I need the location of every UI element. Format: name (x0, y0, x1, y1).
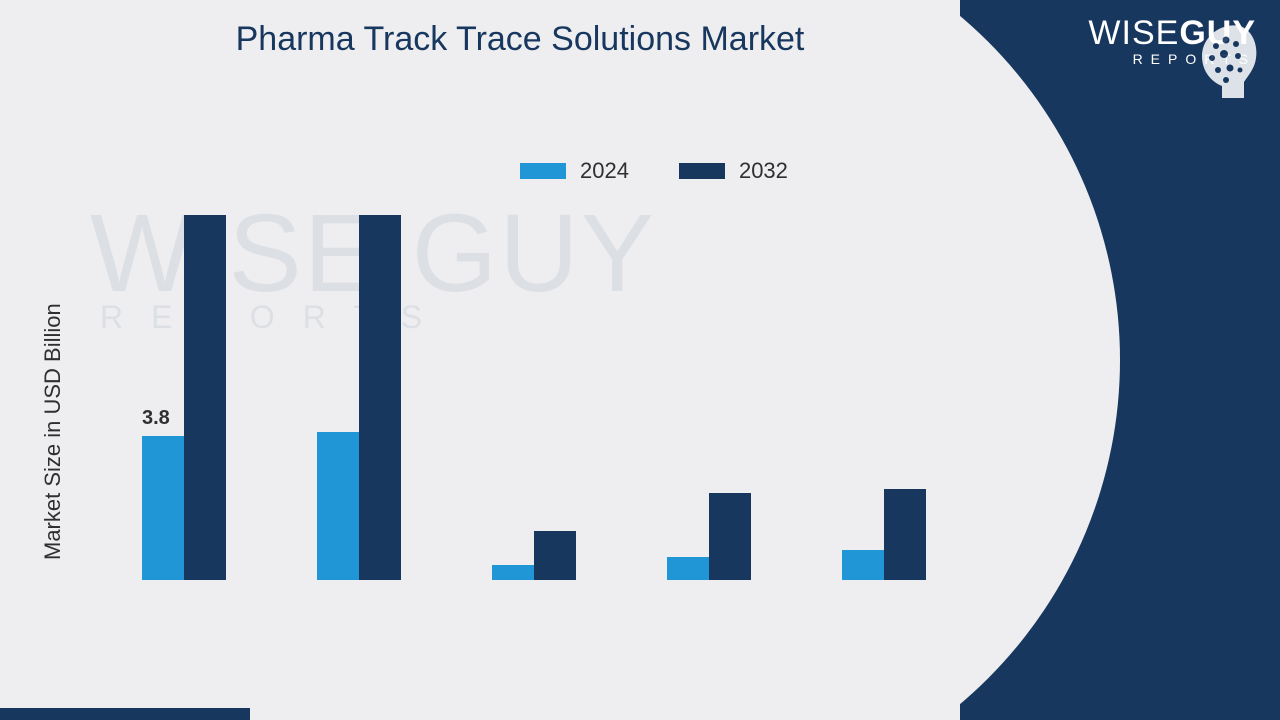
legend-swatch-2024 (520, 163, 566, 179)
logo-word-wise: WISE (1088, 14, 1179, 52)
chart-canvas: WISE GUY REPORTS Pharma Track Trace Solu… (0, 0, 1280, 720)
legend-label-2024: 2024 (580, 158, 629, 184)
bar-2024 (667, 557, 709, 580)
bar-value-label: 3.8 (142, 407, 170, 430)
legend-item-2032: 2032 (679, 158, 788, 184)
bar-2024 (492, 565, 534, 580)
bar-2032 (359, 215, 401, 580)
bar-2024 (317, 432, 359, 580)
brand-logo: WISEGUY REPORTS (1088, 16, 1256, 66)
bottom-accent-bar (0, 708, 250, 720)
bar-2032 (184, 215, 226, 580)
legend: 2024 2032 (520, 158, 788, 184)
legend-item-2024: 2024 (520, 158, 629, 184)
chart-title: Pharma Track Trace Solutions Market (130, 20, 910, 59)
bar-2032 (534, 531, 576, 580)
bar-2024 (142, 436, 184, 580)
legend-swatch-2032 (679, 163, 725, 179)
bar-2032 (709, 493, 751, 580)
y-axis-label: Market Size in USD Billion (40, 303, 66, 560)
legend-label-2032: 2032 (739, 158, 788, 184)
bar-2032 (884, 489, 926, 580)
bar-2024 (842, 550, 884, 580)
plot-area: 3.8NORTHAMERICAEUROPESOUTHAMERICAASIAPAC… (100, 200, 960, 580)
head-dots-icon (1192, 22, 1262, 102)
